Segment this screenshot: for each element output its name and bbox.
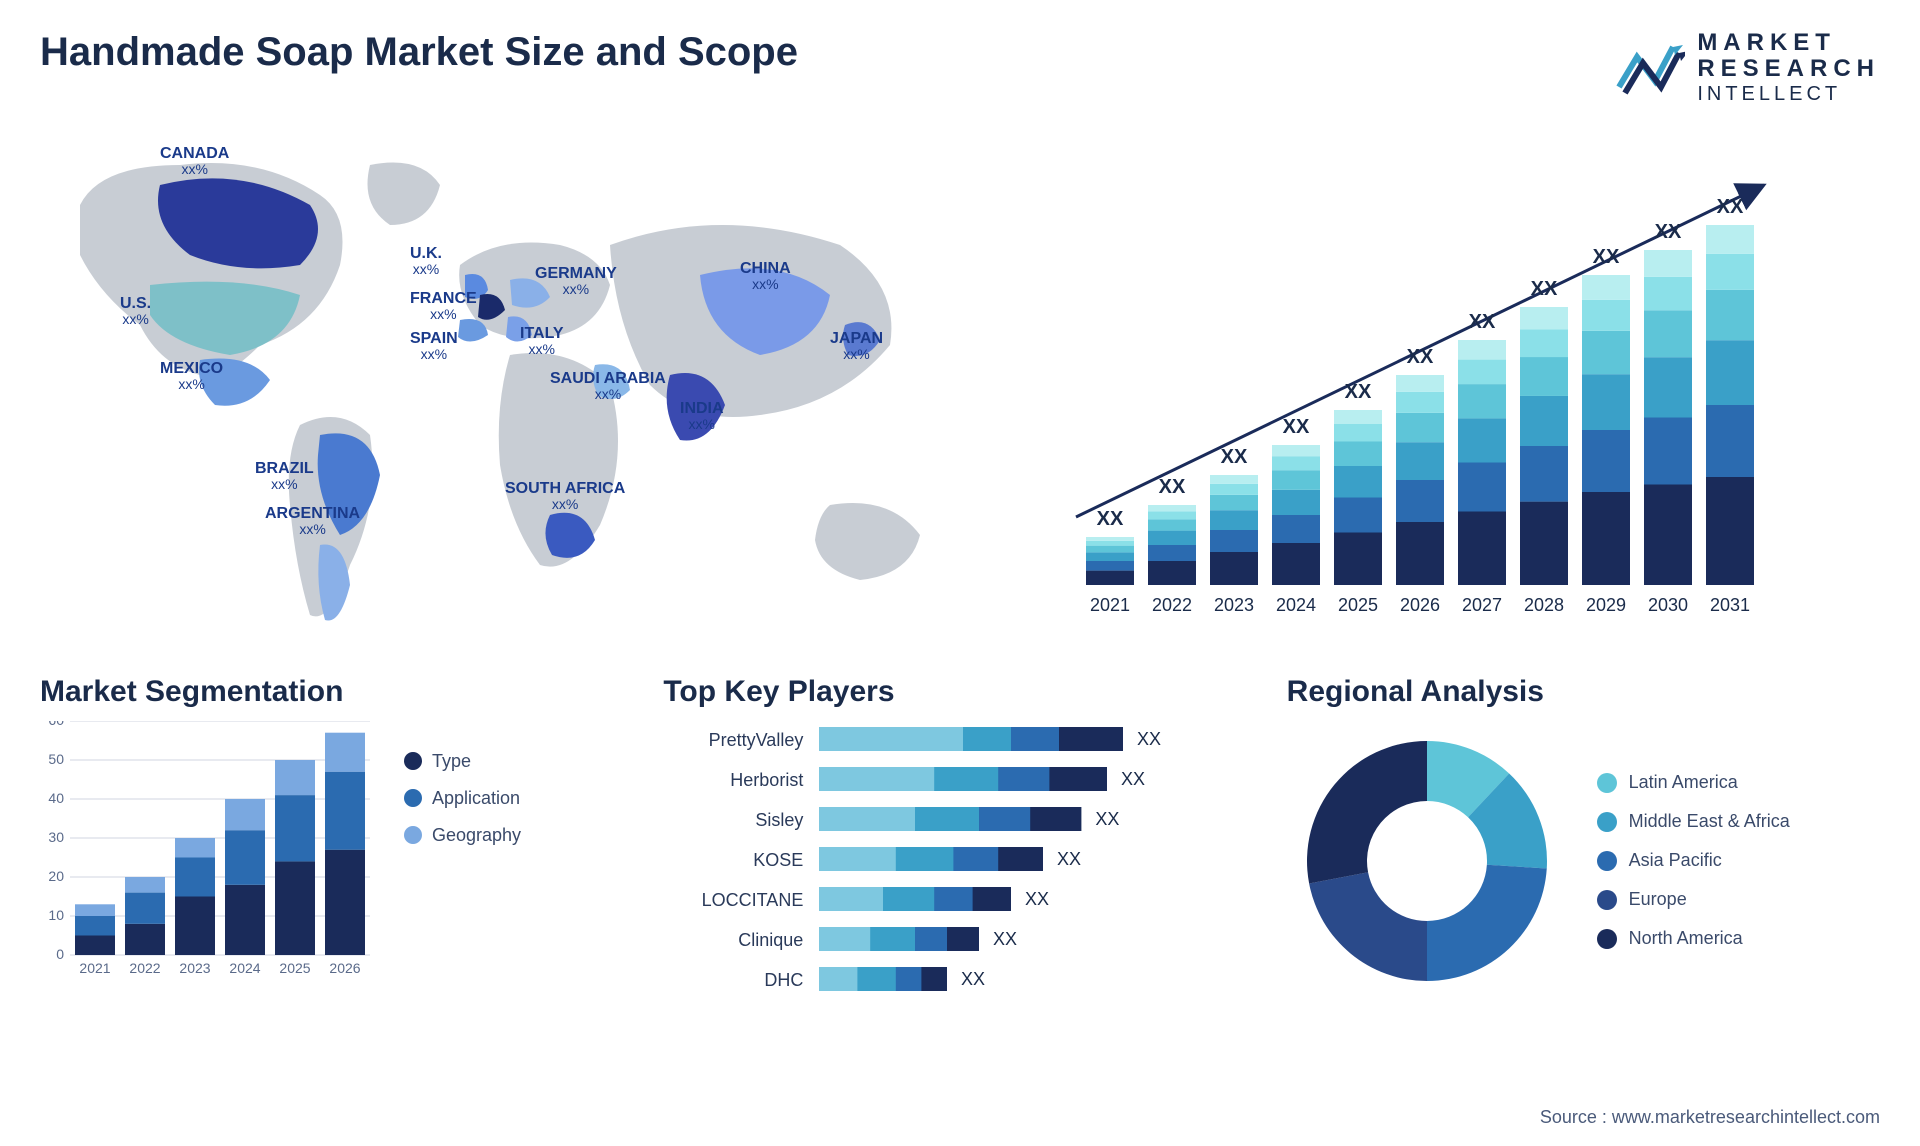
svg-text:XX: XX: [1345, 381, 1372, 403]
region-legend-item: Middle East & Africa: [1597, 811, 1790, 832]
top-row: CANADAxx% U.S.xx% MEXICOxx% BRAZILxx% ARGENT…: [40, 125, 1880, 645]
svg-text:0: 0: [56, 946, 64, 962]
regional-donut: [1287, 721, 1567, 1001]
world-map-panel: CANADAxx% U.S.xx% MEXICOxx% BRAZILxx% ARGENT…: [40, 125, 960, 645]
map-label: JAPANxx%: [830, 330, 883, 363]
map-label: MEXICOxx%: [160, 360, 223, 393]
player-name: LOCCITANE: [663, 885, 803, 915]
svg-text:XX: XX: [993, 929, 1017, 949]
svg-text:50: 50: [48, 751, 64, 767]
svg-text:XX: XX: [1531, 278, 1558, 300]
svg-text:XX: XX: [1407, 346, 1434, 368]
svg-text:XX: XX: [1025, 889, 1049, 909]
map-label: SAUDI ARABIAxx%: [550, 370, 666, 403]
svg-text:10: 10: [48, 907, 64, 923]
player-name: PrettyValley: [663, 725, 803, 755]
svg-text:2024: 2024: [1276, 595, 1316, 615]
svg-text:XX: XX: [1593, 246, 1620, 268]
svg-text:2023: 2023: [179, 960, 210, 976]
legend-item: Type: [404, 751, 521, 772]
svg-text:2031: 2031: [1710, 595, 1750, 615]
svg-text:XX: XX: [1469, 311, 1496, 333]
region-legend-item: Latin America: [1597, 772, 1790, 793]
svg-text:2030: 2030: [1648, 595, 1688, 615]
map-label: ITALYxx%: [520, 325, 564, 358]
svg-text:XX: XX: [1655, 221, 1682, 243]
regional-panel: Regional Analysis Latin America Middle Ea…: [1287, 675, 1880, 1011]
map-label: U.S.xx%: [120, 295, 151, 328]
map-label: CANADAxx%: [160, 145, 229, 178]
logo: MARKET RESEARCH INTELLECT: [1615, 30, 1880, 105]
segmentation-title: Market Segmentation: [40, 675, 633, 709]
legend-item: Geography: [404, 825, 521, 846]
players-panel: Top Key Players PrettyValley Herborist Sis…: [663, 675, 1256, 1011]
map-label: ARGENTINAxx%: [265, 505, 360, 538]
svg-text:2025: 2025: [279, 960, 310, 976]
segmentation-panel: Market Segmentation 0 10 20 30 40 50 60 2021 202…: [40, 675, 633, 1011]
svg-text:40: 40: [48, 790, 64, 806]
logo-text-1: MARKET: [1697, 30, 1880, 56]
map-label: U.K.xx%: [410, 245, 442, 278]
svg-text:30: 30: [48, 829, 64, 845]
page-title: Handmade Soap Market Size and Scope: [40, 30, 798, 75]
header: Handmade Soap Market Size and Scope MARK…: [40, 30, 1880, 105]
region-legend-item: Europe: [1597, 889, 1790, 910]
svg-text:60: 60: [48, 721, 64, 728]
svg-text:2027: 2027: [1462, 595, 1502, 615]
legend-item: Application: [404, 788, 521, 809]
svg-text:XX: XX: [1121, 769, 1145, 789]
logo-text-3: INTELLECT: [1697, 83, 1880, 105]
svg-text:2023: 2023: [1214, 595, 1254, 615]
svg-text:2026: 2026: [1400, 595, 1440, 615]
svg-text:2028: 2028: [1524, 595, 1564, 615]
svg-text:2022: 2022: [1152, 595, 1192, 615]
player-name: KOSE: [663, 845, 803, 875]
players-chart: XXXXXXXXXXXXXX: [819, 721, 1179, 1011]
players-title: Top Key Players: [663, 675, 1256, 709]
svg-text:2029: 2029: [1586, 595, 1626, 615]
map-label: GERMANYxx%: [535, 265, 617, 298]
map-label: CHINAxx%: [740, 260, 791, 293]
map-label: SPAINxx%: [410, 330, 458, 363]
svg-text:XX: XX: [961, 969, 985, 989]
regional-legend: Latin America Middle East & Africa Asia Pa…: [1597, 772, 1790, 949]
map-label: FRANCExx%: [410, 290, 477, 323]
region-legend-item: North America: [1597, 928, 1790, 949]
svg-text:20: 20: [48, 868, 64, 884]
svg-text:2025: 2025: [1338, 595, 1378, 615]
svg-text:2021: 2021: [79, 960, 110, 976]
growth-bar-chart: XX 2021 XX 2022 XX 2023 XX 2024 XX 2025 XX 2026 XX 20…: [990, 165, 1850, 645]
svg-text:XX: XX: [1221, 446, 1248, 468]
svg-text:2024: 2024: [229, 960, 260, 976]
logo-icon: [1615, 37, 1685, 97]
svg-text:2026: 2026: [329, 960, 360, 976]
svg-text:XX: XX: [1283, 416, 1310, 438]
source-text: Source : www.marketresearchintellect.com: [1540, 1107, 1880, 1128]
svg-text:2022: 2022: [129, 960, 160, 976]
map-label: INDIAxx%: [680, 400, 724, 433]
player-name: DHC: [663, 965, 803, 995]
growth-chart-panel: XX 2021 XX 2022 XX 2023 XX 2024 XX 2025 XX 2026 XX 20…: [990, 125, 1880, 645]
player-name: Herborist: [663, 765, 803, 795]
svg-text:XX: XX: [1159, 476, 1186, 498]
segmentation-chart: 0 10 20 30 40 50 60 2021 2022 2023 2024 2025 2026: [40, 721, 380, 1011]
regional-title: Regional Analysis: [1287, 675, 1880, 709]
svg-text:XX: XX: [1097, 508, 1124, 530]
player-name: Clinique: [663, 925, 803, 955]
players-names: PrettyValley Herborist Sisley KOSE LOCCITANE…: [663, 721, 803, 1011]
svg-text:XX: XX: [1717, 196, 1744, 218]
logo-text-2: RESEARCH: [1697, 56, 1880, 82]
map-label: SOUTH AFRICAxx%: [505, 480, 625, 513]
segmentation-legend: Type Application Geography: [404, 721, 521, 1011]
player-name: Sisley: [663, 805, 803, 835]
svg-text:XX: XX: [1057, 849, 1081, 869]
bottom-row: Market Segmentation 0 10 20 30 40 50 60 2021 202…: [40, 675, 1880, 1011]
map-label: BRAZILxx%: [255, 460, 314, 493]
region-legend-item: Asia Pacific: [1597, 850, 1790, 871]
svg-text:XX: XX: [1137, 729, 1161, 749]
svg-text:XX: XX: [1096, 809, 1120, 829]
svg-text:2021: 2021: [1090, 595, 1130, 615]
